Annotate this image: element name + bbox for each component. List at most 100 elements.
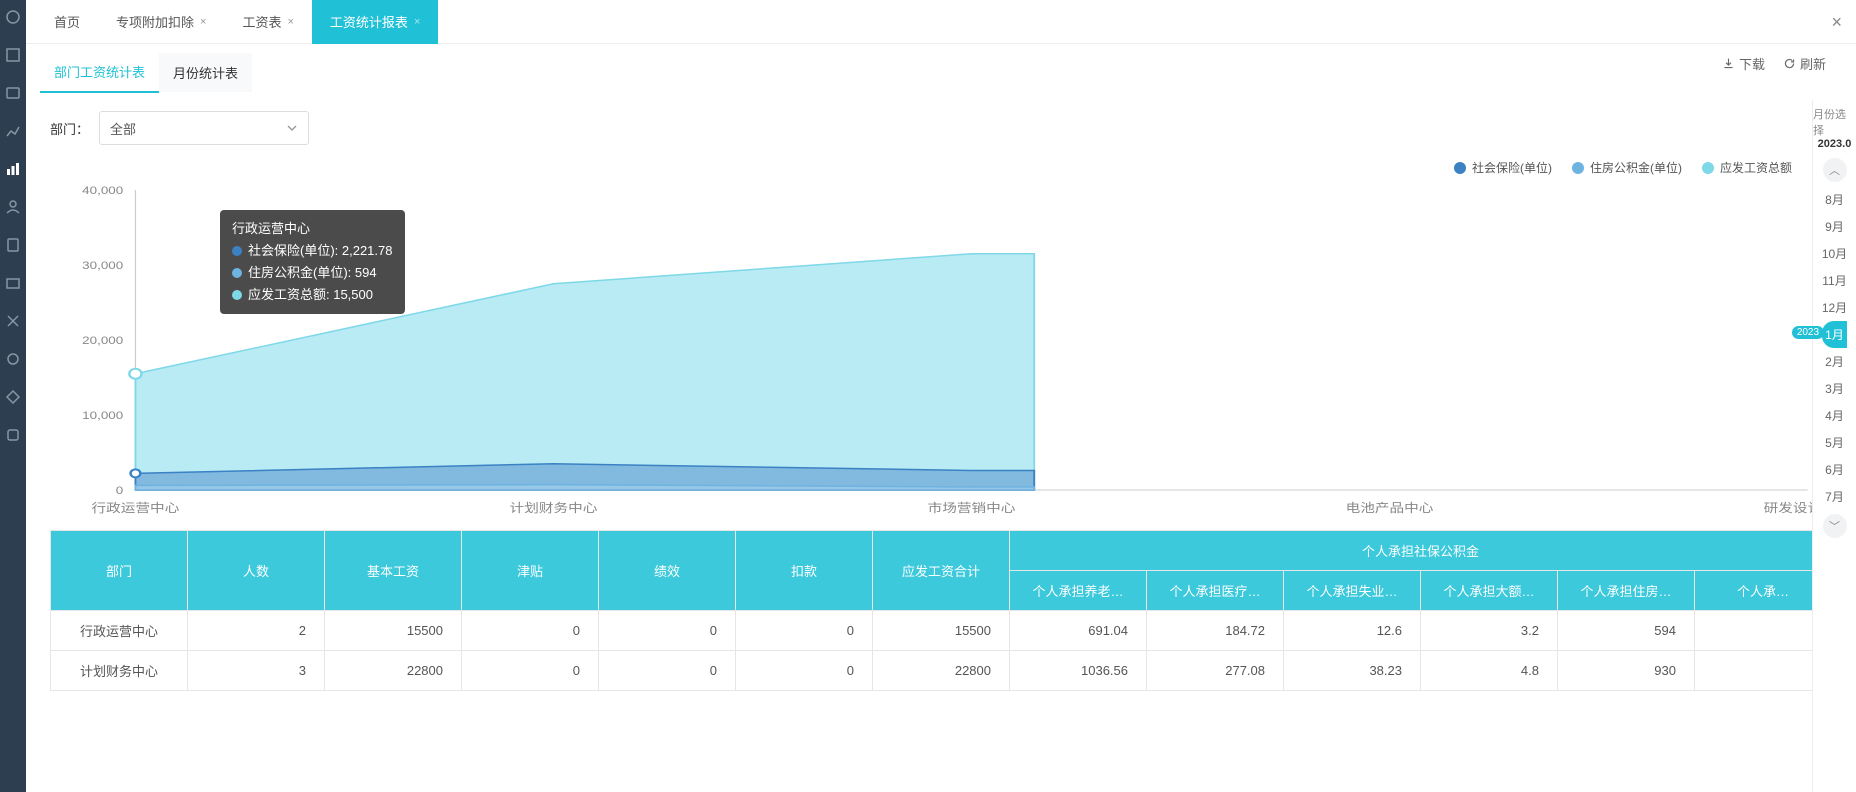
rail-year: 2023.0	[1818, 138, 1852, 150]
year-badge: 2023	[1792, 326, 1824, 339]
legend-item-2[interactable]: 住房公积金(单位)	[1572, 159, 1682, 176]
col-header: 人数	[188, 531, 325, 611]
cell: 1036.56	[1010, 651, 1147, 691]
cell: 2	[188, 611, 325, 651]
rail-icon-5[interactable]	[4, 160, 22, 178]
cell: 0	[736, 651, 873, 691]
cell: 691.04	[1010, 611, 1147, 651]
month-option[interactable]: 12月	[1822, 294, 1847, 321]
tab-deduction[interactable]: 专项附加扣除×	[98, 0, 224, 44]
tab-home[interactable]: 首页	[36, 0, 98, 44]
cell: 0	[599, 651, 736, 691]
close-all-icon[interactable]: ×	[1831, 12, 1842, 33]
month-option[interactable]: 9月	[1822, 213, 1847, 240]
rail-icon-8[interactable]	[4, 274, 22, 292]
dept-select[interactable]: 全部	[99, 111, 309, 145]
col-header: 个人承担大额…	[1421, 571, 1558, 611]
cell	[1695, 651, 1832, 691]
rail-icon-7[interactable]	[4, 236, 22, 254]
svg-text:10,000: 10,000	[82, 409, 123, 422]
svg-text:40,000: 40,000	[82, 184, 123, 197]
tab-salary-report[interactable]: 工资统计报表×	[312, 0, 438, 44]
rail-icon-4[interactable]	[4, 122, 22, 140]
cell: 22800	[325, 651, 462, 691]
col-group-header: 个人承担社保公积金	[1010, 531, 1832, 571]
cell: 0	[462, 611, 599, 651]
rail-icon-6[interactable]	[4, 198, 22, 216]
tab-salary[interactable]: 工资表×	[224, 0, 311, 44]
cell: 38.23	[1284, 651, 1421, 691]
rail-label: 月份选择	[1813, 106, 1856, 138]
cell: 4.8	[1421, 651, 1558, 691]
month-option[interactable]: 8月	[1822, 186, 1847, 213]
subtab-month[interactable]: 月份统计表	[159, 53, 252, 92]
filter-label: 部门：	[50, 119, 89, 138]
cell: 15500	[325, 611, 462, 651]
close-icon[interactable]: ×	[414, 16, 420, 28]
svg-text:行政运营中心: 行政运营中心	[92, 501, 180, 514]
cell: 3.2	[1421, 611, 1558, 651]
filter-row: 部门： 全部	[26, 93, 1856, 151]
subtab-dept[interactable]: 部门工资统计表	[40, 52, 159, 93]
left-nav-rail	[0, 0, 26, 792]
table-row[interactable]: 行政运营中心21550000015500691.04184.7212.63.25…	[51, 611, 1832, 651]
col-header: 基本工资	[325, 531, 462, 611]
cell: 12.6	[1284, 611, 1421, 651]
cell: 3	[188, 651, 325, 691]
svg-text:20,000: 20,000	[82, 334, 123, 347]
month-option[interactable]: 3月	[1822, 375, 1847, 402]
cell: 930	[1558, 651, 1695, 691]
cell: 277.08	[1147, 651, 1284, 691]
cell: 184.72	[1147, 611, 1284, 651]
legend-item-1[interactable]: 社会保险(单位)	[1454, 159, 1552, 176]
month-option[interactable]: 11月	[1822, 267, 1847, 294]
month-option[interactable]: 6月	[1822, 456, 1847, 483]
svg-text:30,000: 30,000	[82, 259, 123, 272]
rail-icon-1[interactable]	[4, 8, 22, 26]
month-option[interactable]: 5月	[1822, 429, 1847, 456]
svg-text:市场营销中心: 市场营销中心	[928, 500, 1016, 514]
cell: 15500	[873, 611, 1010, 651]
tabbar: 首页 专项附加扣除× 工资表× 工资统计报表× ×	[26, 0, 1856, 44]
col-header: 个人承担失业…	[1284, 571, 1421, 611]
cell: 0	[462, 651, 599, 691]
month-option[interactable]: 2月	[1822, 348, 1847, 375]
svg-text:0: 0	[116, 484, 124, 497]
month-option[interactable]: 4月	[1822, 402, 1847, 429]
cell: 594	[1558, 611, 1695, 651]
close-icon[interactable]: ×	[200, 16, 206, 28]
col-header: 应发工资合计	[873, 531, 1010, 611]
cell: 0	[599, 611, 736, 651]
salary-table: 部门人数基本工资津贴绩效扣款应发工资合计个人承担社保公积金个人承担养老…个人承担…	[50, 530, 1832, 691]
rail-icon-10[interactable]	[4, 350, 22, 368]
legend-item-3[interactable]: 应发工资总额	[1702, 159, 1792, 176]
month-option[interactable]: 10月	[1822, 240, 1847, 267]
rail-icon-11[interactable]	[4, 388, 22, 406]
rail-icon-12[interactable]	[4, 426, 22, 444]
rail-icon-2[interactable]	[4, 46, 22, 64]
col-header: 绩效	[599, 531, 736, 611]
month-up-icon[interactable]: ︿	[1823, 158, 1847, 182]
refresh-button[interactable]: 刷新	[1783, 54, 1826, 73]
cell: 计划财务中心	[51, 651, 188, 691]
table-row[interactable]: 计划财务中心322800000228001036.56277.0838.234.…	[51, 651, 1832, 691]
svg-text:计划财务中心: 计划财务中心	[510, 501, 598, 514]
cell	[1695, 611, 1832, 651]
salary-chart[interactable]: 0 10,000 20,000 30,000 40,000 行政运营中心 计划财务中心 市场营…	[50, 180, 1832, 520]
rail-icon-3[interactable]	[4, 84, 22, 102]
col-header: 部门	[51, 531, 188, 611]
col-header: 津贴	[462, 531, 599, 611]
col-header: 个人承担住房…	[1558, 571, 1695, 611]
cell: 0	[736, 611, 873, 651]
cell: 行政运营中心	[51, 611, 188, 651]
chevron-down-icon	[286, 122, 298, 134]
month-option-active[interactable]: 20231月	[1822, 321, 1847, 348]
subtab-bar: 部门工资统计表 月份统计表 下载 刷新	[26, 44, 1856, 93]
col-header: 个人承担医疗…	[1147, 571, 1284, 611]
download-button[interactable]: 下载	[1722, 54, 1765, 73]
month-option[interactable]: 7月	[1822, 483, 1847, 510]
rail-icon-9[interactable]	[4, 312, 22, 330]
close-icon[interactable]: ×	[287, 16, 293, 28]
month-down-icon[interactable]: ﹀	[1823, 514, 1847, 538]
cell: 22800	[873, 651, 1010, 691]
